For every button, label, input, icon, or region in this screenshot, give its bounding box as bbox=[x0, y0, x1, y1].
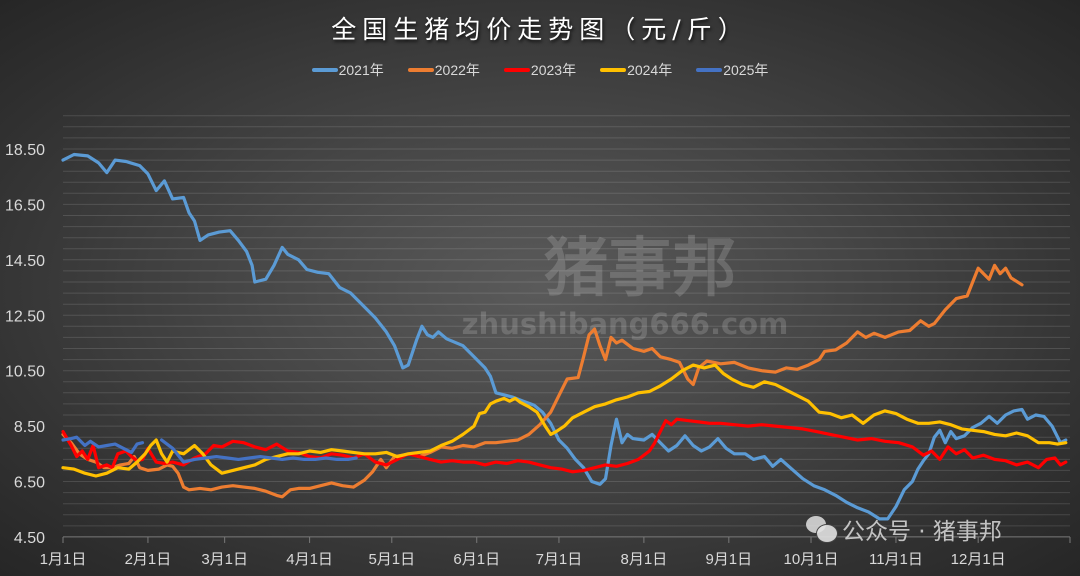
legend-item-2025[interactable]: 2025年 bbox=[696, 60, 768, 80]
legend-swatch-2025 bbox=[696, 68, 723, 72]
y-tick-label: 6.50 bbox=[14, 475, 45, 492]
wechat-icon bbox=[806, 516, 838, 543]
legend-swatch-2024 bbox=[600, 68, 627, 72]
series-lines bbox=[61, 152, 1068, 521]
series-line-2025 bbox=[61, 435, 358, 464]
x-tick-label: 3月1日 bbox=[201, 551, 248, 568]
series-line-2024 bbox=[61, 363, 1068, 478]
y-tick-label: 4.50 bbox=[14, 530, 45, 547]
legend-swatch-2023 bbox=[503, 68, 530, 72]
legend-swatch-2022 bbox=[407, 68, 434, 72]
y-tick-label: 14.50 bbox=[5, 253, 45, 270]
legend-item-2021[interactable]: 2021年 bbox=[311, 60, 384, 80]
watermark-text: 猪事邦 bbox=[544, 232, 736, 306]
wechat-footer: 公众号 · 猪事邦 bbox=[806, 512, 1002, 546]
x-tick-label: 9月1日 bbox=[705, 551, 752, 568]
legend-item-2023[interactable]: 2023年 bbox=[503, 60, 577, 80]
gridlines bbox=[63, 115, 1070, 538]
watermark-url: zhushibang666.com bbox=[462, 307, 789, 341]
legend-label-2022: 2022年 bbox=[434, 62, 480, 78]
series-line-2022 bbox=[61, 263, 1024, 499]
chart-title: 全国生猪均价走势图（元/斤） bbox=[331, 15, 749, 44]
x-tick-label: 1月1日 bbox=[40, 551, 87, 568]
legend-label-2023: 2023年 bbox=[530, 62, 577, 78]
x-tick-label: 4月1日 bbox=[286, 551, 333, 568]
x-tick-label: 8月1日 bbox=[621, 551, 668, 568]
x-tick-label: 11月1日 bbox=[869, 551, 923, 568]
x-axis: 1月1日 2月1日 3月1日 4月1日 5月1日 6月1日 7月1日 8月1日 9月1日 10月1… bbox=[40, 536, 1071, 568]
wechat-account-label: 公众号 · 猪事邦 bbox=[842, 519, 1002, 545]
legend-swatch-2021 bbox=[311, 68, 338, 72]
x-tick-label: 6月1日 bbox=[453, 551, 500, 568]
x-tick-label: 2月1日 bbox=[125, 551, 172, 568]
watermark: 猪事邦 zhushibang666.com bbox=[462, 232, 789, 341]
x-tick-label: 5月1日 bbox=[368, 551, 415, 568]
x-tick-label: 7月1日 bbox=[536, 551, 583, 568]
y-axis: 4.50 6.50 8.50 10.50 12.50 14.50 16.50 18.50 bbox=[5, 142, 45, 547]
x-tick-label: 10月1日 bbox=[784, 551, 839, 568]
legend-label-2024: 2024年 bbox=[627, 62, 673, 78]
x-tick-label: 12月1日 bbox=[951, 551, 1006, 568]
legend-item-2022[interactable]: 2022年 bbox=[407, 60, 480, 80]
series-line-2021 bbox=[61, 152, 1068, 521]
y-tick-label: 16.50 bbox=[5, 197, 45, 214]
series-line-2023 bbox=[61, 417, 1068, 474]
legend-label-2025: 2025年 bbox=[723, 62, 769, 78]
y-tick-label: 18.50 bbox=[5, 142, 45, 159]
legend-item-2024[interactable]: 2024年 bbox=[600, 60, 672, 80]
legend: 2021年 2022年 2023年 2024年 2025年 bbox=[0, 60, 1080, 80]
y-tick-label: 10.50 bbox=[5, 364, 45, 381]
y-tick-label: 8.50 bbox=[14, 419, 45, 436]
y-tick-label: 12.50 bbox=[5, 308, 45, 325]
legend-label-2021: 2021年 bbox=[338, 62, 384, 78]
